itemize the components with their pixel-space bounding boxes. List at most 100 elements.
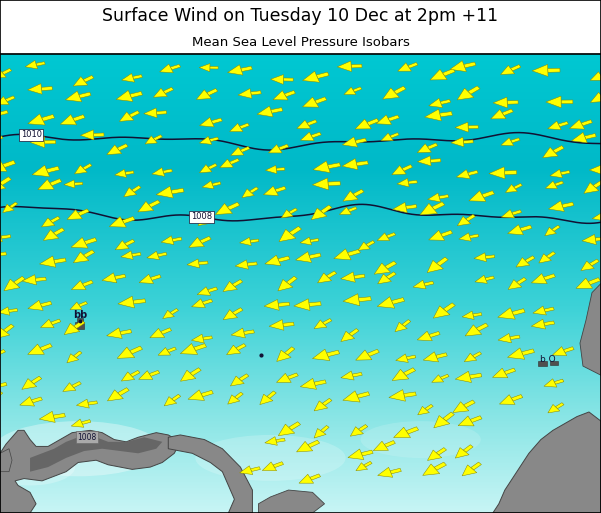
Text: bb: bb [73,310,87,320]
Polygon shape [430,159,441,163]
Polygon shape [120,329,132,335]
Polygon shape [429,331,440,338]
Polygon shape [82,280,93,286]
Polygon shape [343,391,360,402]
Polygon shape [84,238,97,244]
Polygon shape [0,349,5,356]
Polygon shape [203,336,212,340]
Polygon shape [356,350,372,360]
Polygon shape [133,299,145,304]
Polygon shape [163,310,174,319]
Polygon shape [430,69,447,80]
Polygon shape [81,420,91,424]
Polygon shape [429,98,442,108]
Polygon shape [157,252,167,256]
Polygon shape [394,86,406,94]
Polygon shape [392,166,406,175]
Polygon shape [249,187,258,193]
Polygon shape [533,306,546,315]
Polygon shape [314,320,327,329]
Polygon shape [203,299,213,305]
Polygon shape [31,376,42,384]
Polygon shape [83,164,92,170]
Polygon shape [200,136,212,144]
Polygon shape [73,252,89,263]
Polygon shape [84,250,95,258]
Polygon shape [358,297,371,302]
Polygon shape [552,225,560,231]
Polygon shape [474,253,486,262]
Polygon shape [510,335,520,340]
Polygon shape [300,379,317,389]
Polygon shape [522,349,534,356]
Polygon shape [455,371,472,383]
Polygon shape [501,66,514,74]
Polygon shape [355,119,371,129]
Polygon shape [383,88,400,99]
Polygon shape [425,404,433,410]
Polygon shape [231,328,245,338]
Polygon shape [115,169,126,177]
Polygon shape [207,89,218,95]
Polygon shape [156,186,173,198]
Polygon shape [0,180,6,191]
Polygon shape [373,441,388,451]
Polygon shape [227,345,240,354]
Polygon shape [199,64,210,72]
Polygon shape [278,256,290,262]
Polygon shape [525,256,535,263]
Polygon shape [71,238,88,248]
Polygon shape [544,274,555,280]
Polygon shape [389,389,406,401]
Polygon shape [348,207,357,212]
Polygon shape [457,216,471,226]
Polygon shape [511,210,522,215]
Polygon shape [386,232,395,238]
Polygon shape [194,344,207,350]
Polygon shape [314,401,328,411]
Polygon shape [158,347,171,355]
Polygon shape [94,133,104,136]
Polygon shape [67,210,82,220]
Polygon shape [240,66,252,71]
Polygon shape [40,344,52,351]
Polygon shape [67,354,79,363]
Polygon shape [39,411,55,422]
Polygon shape [395,354,408,363]
Polygon shape [402,320,410,326]
Polygon shape [413,280,426,289]
Polygon shape [310,239,319,242]
Polygon shape [546,251,555,258]
Polygon shape [192,334,204,343]
Polygon shape [121,73,135,82]
Polygon shape [220,159,233,168]
Polygon shape [361,450,373,456]
Polygon shape [443,412,454,421]
Polygon shape [210,137,219,142]
Polygon shape [418,156,431,166]
Polygon shape [590,259,599,266]
Polygon shape [121,372,135,381]
Polygon shape [548,121,561,130]
Polygon shape [279,144,288,150]
Polygon shape [144,108,157,118]
Polygon shape [545,227,557,236]
Polygon shape [30,437,162,471]
Polygon shape [161,236,174,245]
Polygon shape [377,297,395,308]
Polygon shape [269,320,284,330]
Polygon shape [337,61,352,72]
Polygon shape [234,392,243,399]
Polygon shape [53,228,65,235]
Polygon shape [14,277,25,285]
Polygon shape [130,91,142,97]
Polygon shape [76,399,90,408]
Polygon shape [167,347,177,352]
Polygon shape [294,299,310,310]
Polygon shape [265,255,281,266]
Polygon shape [273,462,284,468]
Polygon shape [403,368,415,376]
Text: Mean Sea Level Pressure Isobars: Mean Sea Level Pressure Isobars [192,35,409,49]
Polygon shape [588,278,600,285]
Polygon shape [160,64,173,73]
